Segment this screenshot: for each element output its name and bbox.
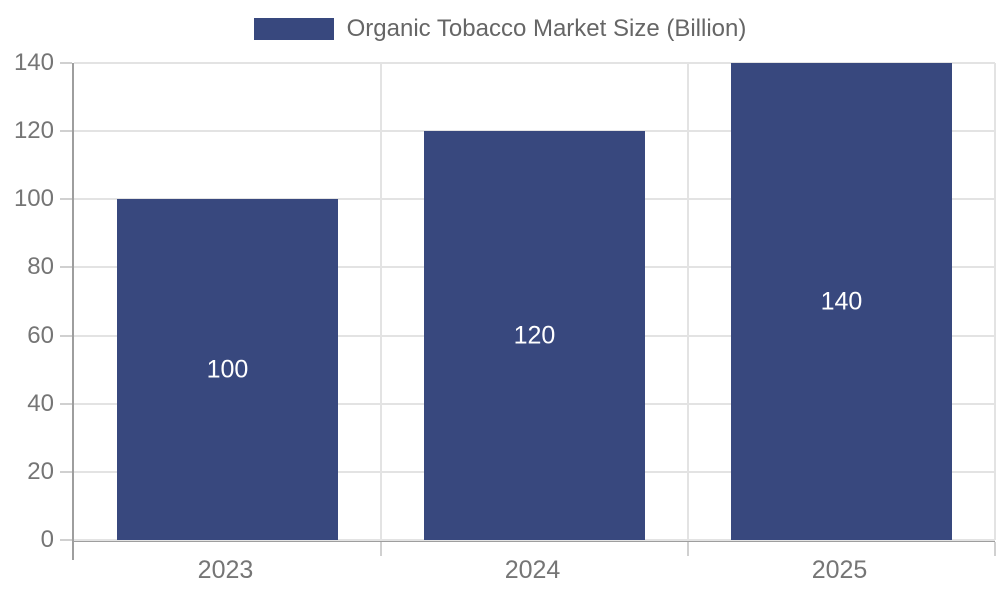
x-axis: 2023 2024 2025: [72, 542, 993, 592]
x-axis-label: 2024: [504, 556, 561, 584]
bar-2024[interactable]: 120: [424, 131, 645, 540]
x-gridline: [994, 63, 996, 540]
y-tick: [60, 334, 72, 337]
x-axis-label: 2023: [197, 556, 254, 584]
y-tick: [60, 198, 72, 201]
x-axis-label: 2025: [811, 556, 868, 584]
bar-2025[interactable]: 140: [731, 63, 952, 540]
legend-item[interactable]: Organic Tobacco Market Size (Billion): [253, 15, 747, 42]
plot-area: 100 120 140: [60, 62, 996, 560]
y-tick: [60, 130, 72, 133]
legend: Organic Tobacco Market Size (Billion): [0, 15, 1000, 42]
x-tick: [994, 542, 996, 556]
bar-value-label: 100: [206, 355, 249, 384]
bar-2023[interactable]: 100: [117, 199, 338, 540]
y-tick: [60, 402, 72, 405]
y-axis-label: 120: [13, 117, 54, 145]
y-axis-label: 100: [13, 185, 54, 213]
y-axis-label: 140: [13, 49, 54, 76]
x-tick: [686, 542, 689, 556]
y-tick: [60, 470, 72, 473]
y-axis-label: 80: [27, 253, 54, 281]
x-gridline: [686, 63, 689, 540]
bar-value-label: 140: [820, 287, 863, 315]
y-axis-label: 60: [27, 321, 54, 349]
x-gridline: [379, 63, 382, 540]
y-tick: [60, 539, 72, 541]
x-tick: [379, 542, 382, 556]
legend-swatch-icon: [253, 18, 334, 41]
y-axis: 0 20 40 60 80 100 120 140: [0, 51, 72, 552]
y-tick: [60, 266, 72, 269]
legend-label: Organic Tobacco Market Size (Billion): [346, 15, 747, 42]
y-tick: [60, 62, 72, 64]
y-gridline: [74, 62, 995, 64]
y-axis-label: 20: [27, 457, 54, 485]
y-axis-label: 40: [27, 389, 54, 417]
y-axis-label: 0: [40, 526, 54, 553]
y-gridline: [74, 539, 995, 541]
bar-value-label: 120: [513, 321, 556, 350]
